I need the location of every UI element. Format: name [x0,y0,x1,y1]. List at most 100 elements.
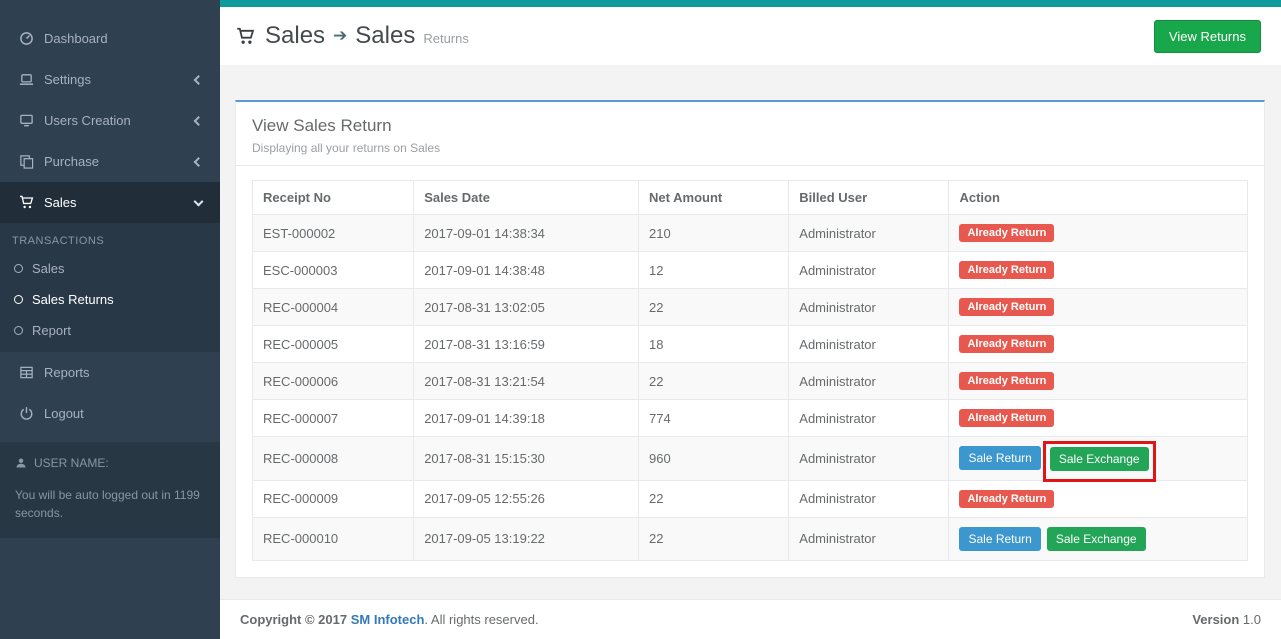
sales-date-cell: 2017-08-31 13:16:59 [413,325,640,363]
already-return-badge: Already Return [959,261,1055,279]
panel-subtitle: Displaying all your returns on Sales [252,141,441,155]
transactions-section-label: TRANSACTIONS [12,235,105,247]
sidebar-item-purchase[interactable]: Purchase [0,141,220,182]
table-icon [18,365,34,380]
receipt-no-cell: REC-000009 [251,479,415,518]
receipt-no-cell: REC-000006 [251,362,415,400]
cart-icon [236,27,255,46]
chevron-left-icon [193,74,204,85]
circle-outline-icon [14,326,23,335]
sub-item-label: Sales Returns [32,292,114,307]
receipt-no-cell: REC-000007 [251,399,415,437]
sidebar-item-label: Users Creation [44,113,131,128]
table-row: REC-000008 2017-08-31 15:15:30 960 Administ… [251,436,1248,482]
col-billed-user: Billed User [788,180,950,215]
auto-logout-notice: You will be auto logged out in 1199 seco… [15,488,200,520]
action-cell: Already Return [948,251,1248,289]
sidebar-item-label: Logout [44,406,84,421]
net-amount-cell: 12 [638,251,790,289]
billed-user-cell: Administrator [788,325,950,363]
sale-return-button[interactable]: Sale Return [959,526,1041,551]
sidebar-item-sales-transactions[interactable]: Sales [0,253,220,284]
version-text: Version 1.0 [1192,612,1261,627]
panel-title: View Sales Return [252,116,392,135]
action-cell: Already Return [948,325,1248,363]
sidebar-item-reports[interactable]: Reports [0,352,220,393]
sales-return-panel: View Sales Return Displaying all your re… [235,100,1265,578]
net-amount-cell: 960 [638,436,790,481]
net-amount-cell: 18 [638,325,790,363]
action-cell: Already Return [948,362,1248,400]
circle-outline-icon [14,264,23,273]
billed-user-cell: Administrator [788,436,950,481]
sale-return-button[interactable]: Sale Return [959,446,1041,470]
action-cell: Sale Return Sale Exchange [948,516,1248,561]
sidebar-filler [0,538,220,639]
net-amount-cell: 210 [638,214,790,252]
breadcrumb: Sales ➔ Sales Returns [236,22,469,50]
net-amount-cell: 22 [638,362,790,400]
version-value: 1.0 [1242,612,1261,627]
billed-user-cell: Administrator [788,479,950,518]
already-return-badge: Already Return [959,489,1055,508]
col-net-amount: Net Amount [638,180,790,215]
version-label: Version [1192,612,1240,627]
net-amount-cell: 22 [638,288,790,326]
table-header-row: Receipt No Sales Date Net Amount Billed … [251,180,1248,215]
receipt-no-cell: ESC-000003 [251,251,415,289]
billed-user-cell: Administrator [788,516,950,561]
sidebar-item-label: Settings [44,72,91,87]
table-row: REC-000006 2017-08-31 13:21:54 22 Administr… [251,362,1248,400]
view-returns-button[interactable]: View Returns [1153,19,1261,53]
action-cell: Already Return [948,288,1248,326]
already-return-badge: Already Return [959,409,1055,427]
action-cell: Already Return [948,479,1248,518]
sales-date-cell: 2017-09-05 13:19:22 [413,516,640,561]
billed-user-cell: Administrator [788,288,950,326]
sidebar-item-logout[interactable]: Logout [0,393,220,434]
table-row: REC-000005 2017-08-31 13:16:59 18 Administr… [251,325,1248,363]
desktop-icon [18,113,34,128]
sidebar-item-report[interactable]: Report [0,315,220,346]
sale-exchange-button[interactable]: Sale Exchange [1049,446,1149,471]
sidebar-item-dashboard[interactable]: Dashboard [0,18,220,59]
copyright-prefix: Copyright © 2017 [240,612,348,627]
sidebar-item-sales-returns[interactable]: Sales Returns [0,284,220,315]
table-row: REC-000010 2017-09-05 13:19:22 22 Administr… [251,516,1248,561]
receipt-no-cell: REC-000004 [251,288,415,326]
action-cell: Already Return [948,214,1248,252]
chevron-left-icon [193,115,204,126]
sidebar-item-sales[interactable]: Sales [0,182,220,223]
sidebar-item-users-creation[interactable]: Users Creation [0,100,220,141]
already-return-badge: Already Return [959,298,1055,316]
sidebar: Dashboard Settings Users Creation Purcha… [0,0,220,639]
table-row: ESC-000003 2017-09-01 14:38:48 12 Administr… [251,251,1248,289]
billed-user-cell: Administrator [788,399,950,437]
breadcrumb-returns: Returns [423,31,469,46]
breadcrumb-sales[interactable]: Sales [265,22,326,49]
receipt-no-cell: REC-000005 [251,325,415,363]
sidebar-item-settings[interactable]: Settings [0,59,220,100]
receipt-no-cell: EST-000002 [251,214,415,252]
sidebar-item-label: Purchase [44,154,99,169]
sales-date-cell: 2017-09-01 14:38:34 [413,214,640,252]
footer: Copyright © 2017 SM Infotech. All rights… [220,599,1281,639]
billed-user-cell: Administrator [788,362,950,400]
power-icon [18,406,34,421]
net-amount-cell: 774 [638,399,790,437]
user-name-label: USER NAME: [34,456,109,470]
receipt-no-cell: REC-000010 [251,516,415,561]
action-cell: Sale Return Sale Exchange [948,436,1248,482]
receipt-no-cell: REC-000008 [251,436,415,481]
sales-date-cell: 2017-09-01 14:39:18 [413,399,640,437]
sale-exchange-button[interactable]: Sale Exchange [1046,526,1146,551]
dashboard-icon [18,31,34,46]
company-link[interactable]: SM Infotech [350,612,425,627]
breadcrumb-arrow-icon: ➔ [333,26,348,45]
cart-icon [18,195,34,210]
col-sales-date: Sales Date [413,180,640,215]
sales-returns-table-body: EST-000002 2017-09-01 14:38:34 210 Administ… [251,214,1248,561]
sales-date-cell: 2017-09-05 12:55:26 [413,479,640,518]
sales-date-cell: 2017-09-01 14:38:48 [413,251,640,289]
copy-icon [18,154,34,169]
